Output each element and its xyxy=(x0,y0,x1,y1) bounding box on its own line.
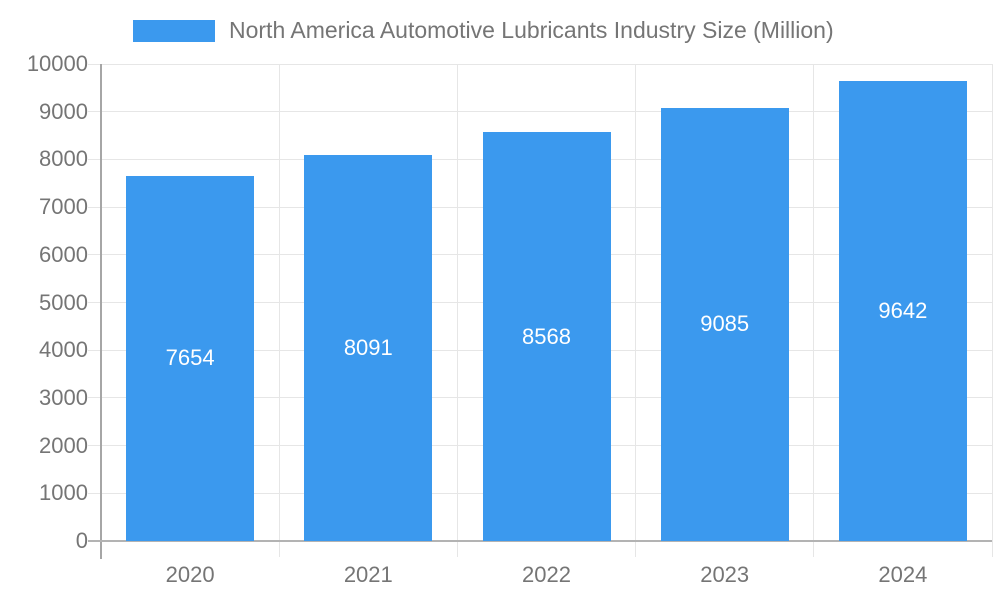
chart-legend: North America Automotive Lubricants Indu… xyxy=(133,17,834,44)
x-axis-category-label: 2020 xyxy=(165,562,215,587)
category-gridline xyxy=(456,64,458,557)
category-gridline xyxy=(635,64,637,557)
y-axis-tick-label: 0 xyxy=(75,528,88,553)
bar-value-label: 8091 xyxy=(343,335,393,361)
bar-value-label: 9085 xyxy=(700,311,750,337)
x-axis-category-label: 2023 xyxy=(700,562,750,587)
bar: 8568 xyxy=(482,132,611,541)
x-axis-category-label: 2022 xyxy=(522,562,571,587)
bar-value-label: 8568 xyxy=(522,323,571,349)
category-gridline xyxy=(813,64,815,557)
y-axis-tick-label: 7000 xyxy=(39,194,88,220)
y-axis-tick-label: 3000 xyxy=(39,384,88,410)
legend-label: North America Automotive Lubricants Indu… xyxy=(229,17,834,43)
bar: 7654 xyxy=(126,175,255,541)
category-gridline xyxy=(278,64,280,557)
y-axis-tick-label: 1000 xyxy=(39,480,88,506)
x-axis-category-label: 2024 xyxy=(878,562,928,587)
bar: 8091 xyxy=(304,155,433,541)
y-axis-tick-label: 9000 xyxy=(39,98,88,124)
y-gridline xyxy=(88,111,992,113)
y-axis-tick-label: 8000 xyxy=(39,146,88,172)
y-axis-line xyxy=(100,64,102,559)
bar: 9642 xyxy=(838,81,967,541)
y-axis-tick-label: 6000 xyxy=(39,241,88,267)
bar: 9085 xyxy=(660,107,789,541)
y-axis-tick-label: 10000 xyxy=(26,51,88,76)
y-axis-tick-label: 5000 xyxy=(39,289,88,315)
legend-swatch xyxy=(133,19,215,42)
y-axis-tick-label: 2000 xyxy=(39,432,88,458)
x-axis-category-label: 2021 xyxy=(343,562,393,587)
bar-value-label: 7654 xyxy=(165,345,215,371)
y-gridline xyxy=(88,63,992,65)
category-gridline xyxy=(991,64,993,557)
bar-value-label: 9642 xyxy=(878,298,928,324)
y-axis-tick-label: 4000 xyxy=(39,337,88,363)
x-axis-line xyxy=(88,540,992,542)
